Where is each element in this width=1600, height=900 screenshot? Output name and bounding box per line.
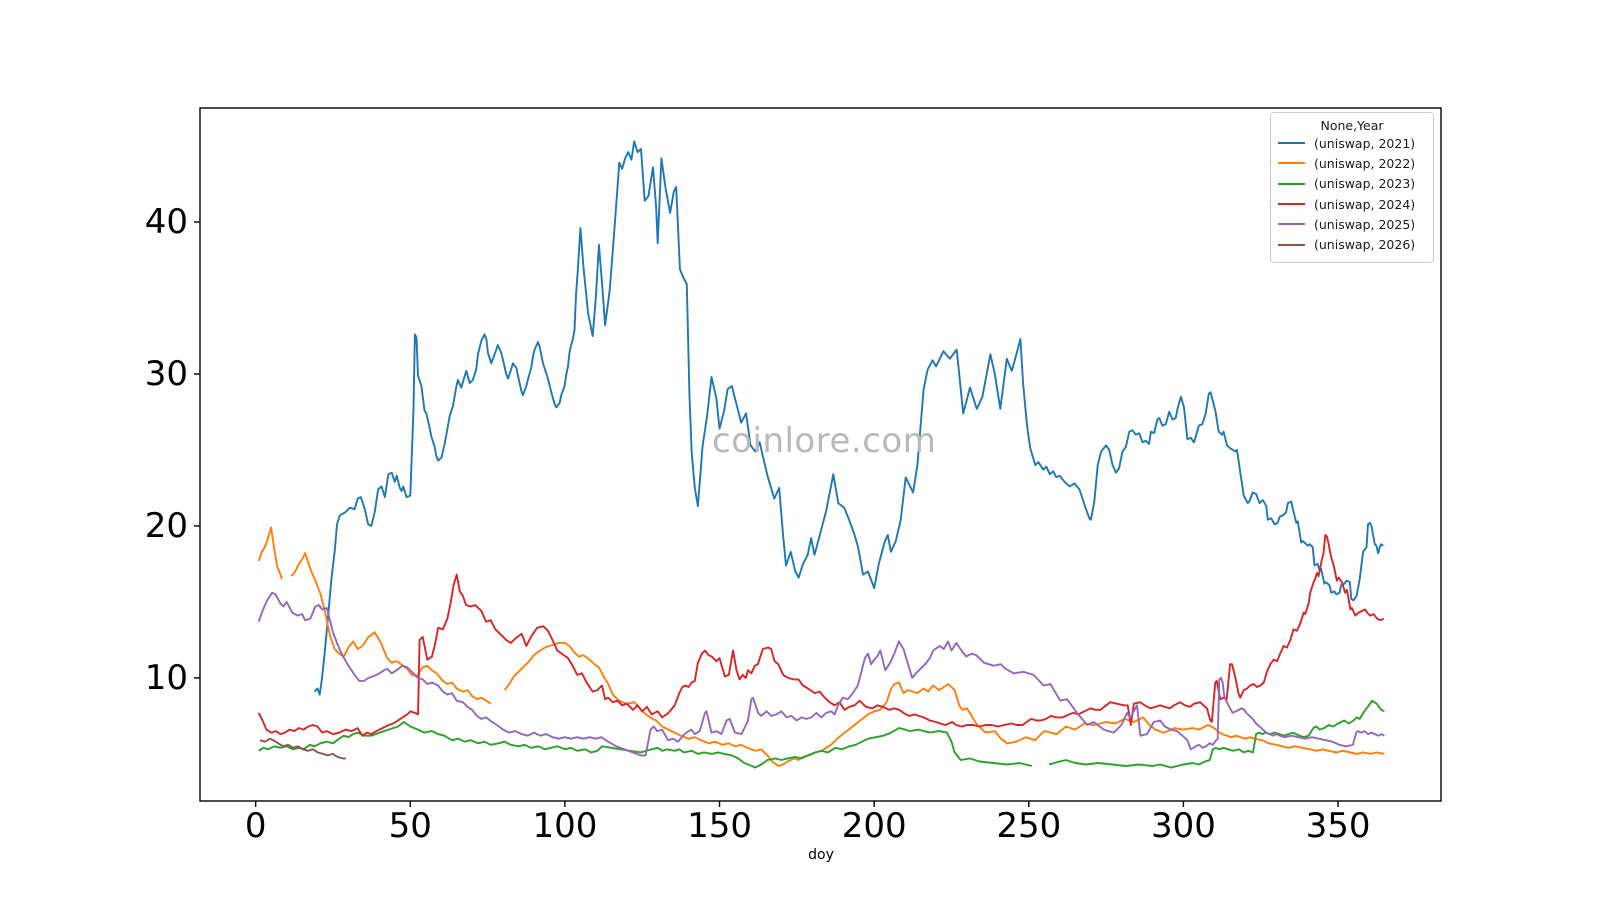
- legend-entry-label: (uniswap, 2026): [1314, 237, 1416, 253]
- x-tick-label: 300: [1151, 806, 1216, 846]
- legend-title: None,Year: [1320, 118, 1384, 133]
- x-tick-label: 0: [245, 806, 267, 846]
- legend-entry-label: (uniswap, 2024): [1314, 196, 1416, 212]
- legend: None,Year (uniswap, 2021) (uniswap, 2022)…: [1270, 112, 1434, 263]
- series-line-2022: [290, 552, 492, 705]
- legend-entry-2025: (uniswap, 2025): [1278, 214, 1426, 234]
- x-axis-label: doy: [808, 847, 834, 863]
- legend-entry-label: (uniswap, 2025): [1314, 216, 1416, 232]
- x-tick-label: 350: [1306, 806, 1371, 846]
- legend-swatch-2022: [1278, 162, 1305, 165]
- series-line-2023: [1048, 699, 1385, 769]
- legend-entry-2021: (uniswap, 2021): [1278, 133, 1426, 153]
- legend-swatch-2021: [1278, 142, 1305, 145]
- legend-entry-2024: (uniswap, 2024): [1278, 194, 1426, 214]
- plot-border: [199, 107, 1442, 802]
- x-tick-label: 50: [389, 806, 432, 846]
- legend-entry-label: (uniswap, 2021): [1314, 135, 1416, 151]
- legend-entry-2026: (uniswap, 2026): [1278, 234, 1426, 254]
- legend-entries: (uniswap, 2021) (uniswap, 2022) (uniswap, …: [1278, 133, 1426, 255]
- y-tick-label: 40: [145, 202, 188, 242]
- y-tick-label: 10: [145, 658, 188, 698]
- legend-swatch-2023: [1278, 182, 1305, 185]
- y-tick-label: 30: [145, 354, 188, 394]
- watermark: coinlore.com: [712, 421, 937, 461]
- legend-swatch-2024: [1278, 203, 1305, 206]
- series-line-2021: [313, 140, 1384, 696]
- x-tick-label: 100: [532, 806, 597, 846]
- legend-entry-label: (uniswap, 2023): [1314, 176, 1416, 192]
- x-tick-label: 150: [687, 806, 752, 846]
- series-line-2023: [258, 721, 1033, 769]
- series-line-2024: [257, 534, 1385, 737]
- legend-entry-label: (uniswap, 2022): [1314, 155, 1416, 171]
- legend-swatch-2025: [1278, 223, 1305, 226]
- series-line-2026: [259, 737, 346, 760]
- legend-swatch-2026: [1278, 243, 1305, 246]
- series-line-2025: [257, 591, 1385, 757]
- legend-entry-2022: (uniswap, 2022): [1278, 153, 1426, 173]
- legend-entry-2023: (uniswap, 2023): [1278, 174, 1426, 194]
- x-tick-label: 250: [996, 806, 1061, 846]
- y-tick-label: 20: [145, 506, 188, 546]
- series-line-2022: [503, 641, 1385, 767]
- x-tick-label: 200: [842, 806, 907, 846]
- series-line-2022: [257, 526, 283, 580]
